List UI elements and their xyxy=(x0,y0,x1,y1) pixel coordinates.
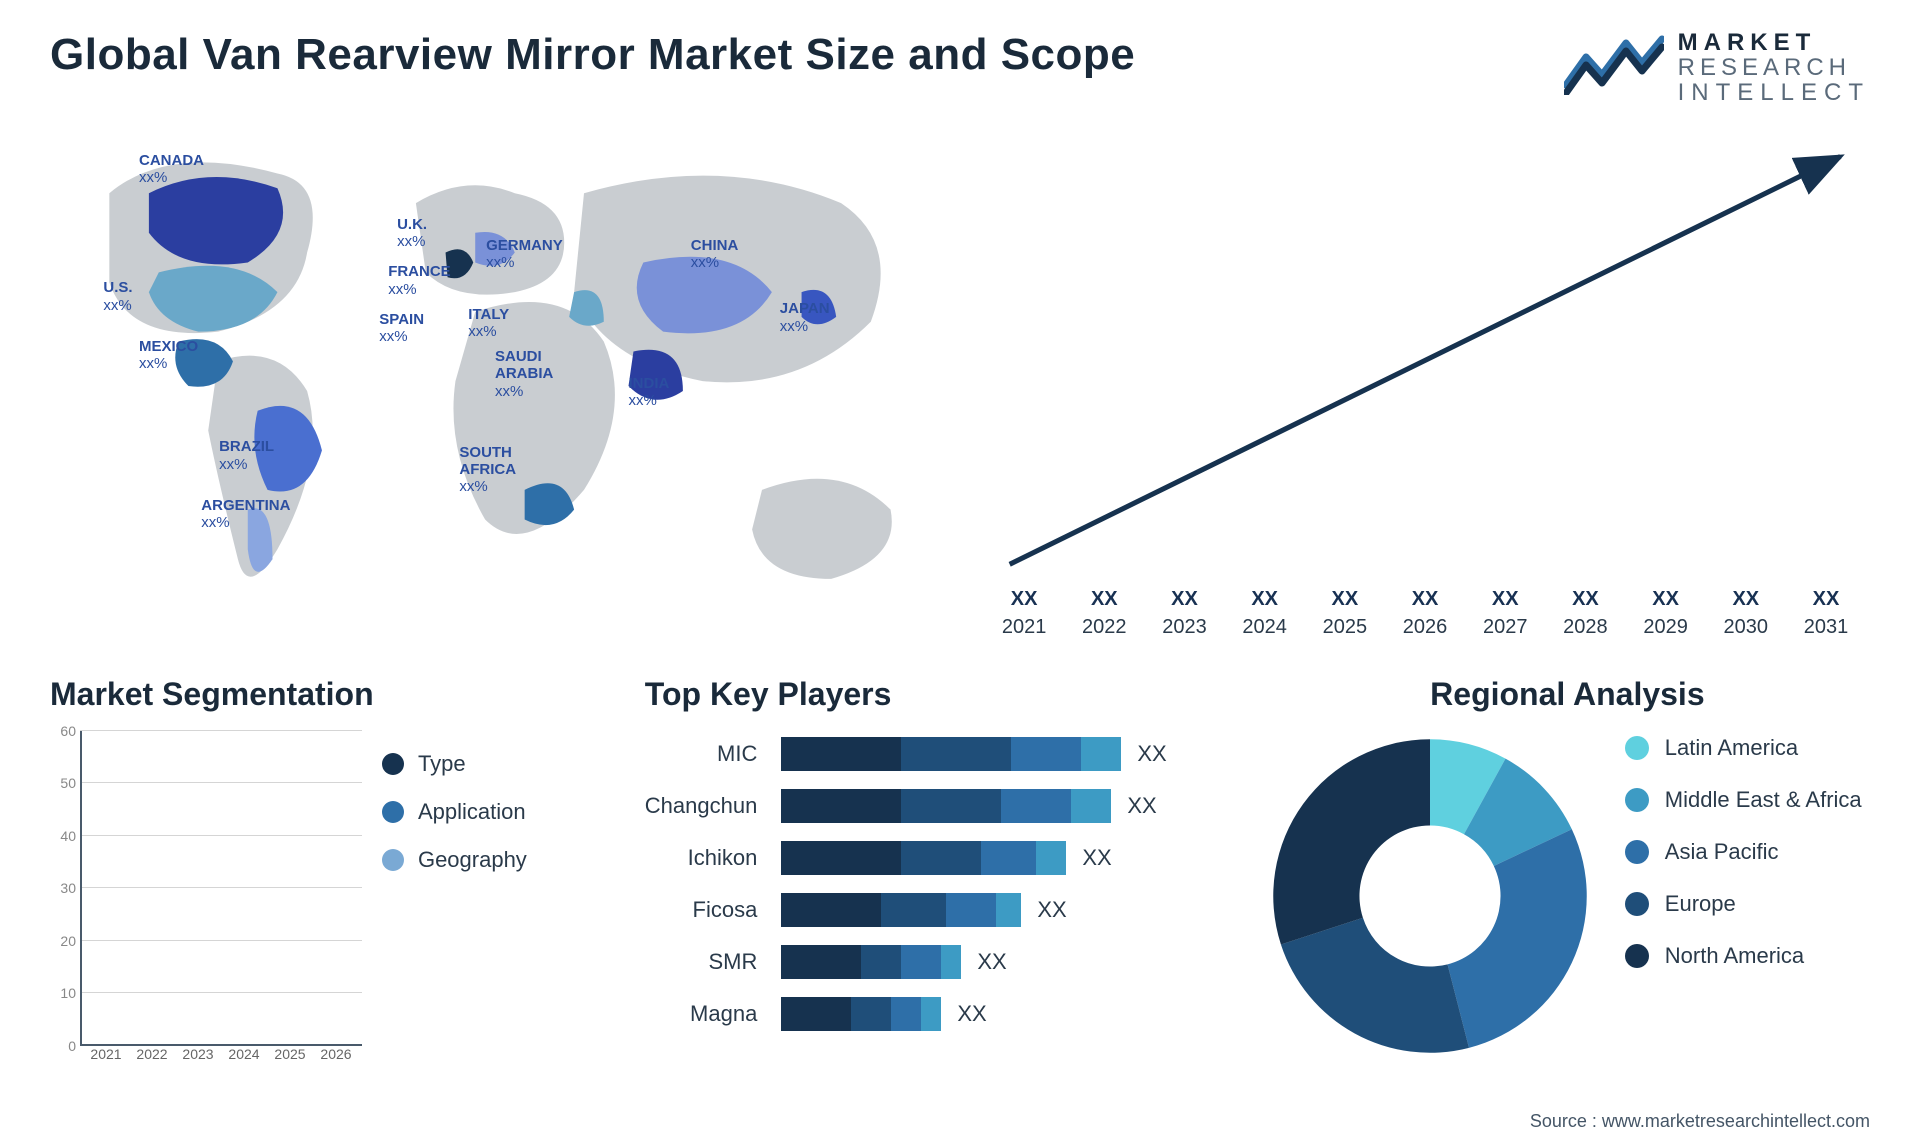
logo-text-3: INTELLECT xyxy=(1678,80,1870,105)
map-label: MEXICOxx% xyxy=(139,338,198,373)
growth-xlabel: 2022 xyxy=(1070,616,1138,656)
map-label: SAUDIARABIAxx% xyxy=(495,348,553,400)
logo-text-1: MARKET xyxy=(1678,30,1870,55)
map-label: INDIAxx% xyxy=(629,375,670,410)
kp-label: Magna xyxy=(690,997,757,1031)
growth-xlabel: 2028 xyxy=(1551,616,1619,656)
kp-label: Changchun xyxy=(645,789,758,823)
page-title: Global Van Rearview Mirror Market Size a… xyxy=(50,30,1135,80)
donut-slice xyxy=(1273,739,1430,944)
growth-xlabel: 2029 xyxy=(1632,616,1700,656)
seg-ytick: 10 xyxy=(60,985,76,1001)
growth-xlabel: 2023 xyxy=(1150,616,1218,656)
seg-ytick: 60 xyxy=(60,723,76,739)
map-label: CANADAxx% xyxy=(139,152,204,187)
map-label: JAPANxx% xyxy=(780,300,830,335)
map-label: SOUTHAFRICAxx% xyxy=(459,444,516,496)
seg-ytick: 20 xyxy=(60,933,76,949)
seg-ytick: 50 xyxy=(60,775,76,791)
seg-xlabel: 2026 xyxy=(316,1046,356,1076)
segmentation-legend: Type Application Geography xyxy=(382,731,605,1076)
regional-panel: Regional Analysis Latin America Middle Ea… xyxy=(1265,676,1870,1076)
map-label: BRAZILxx% xyxy=(219,438,274,473)
seg-ytick: 40 xyxy=(60,828,76,844)
map-label: FRANCExx% xyxy=(388,263,451,298)
kp-row: XX xyxy=(781,997,1224,1031)
kp-row: XX xyxy=(781,841,1224,875)
map-label: ITALYxx% xyxy=(468,306,509,341)
kp-row: XX xyxy=(781,789,1224,823)
world-map: CANADAxx% U.S.xx%MEXICOxx% BRAZILxx% ARGENT… xyxy=(50,126,940,656)
kp-label: Ficosa xyxy=(693,893,758,927)
key-players-bars: XX XX XX XX XX XX xyxy=(781,731,1224,1076)
regional-legend-item: North America xyxy=(1625,943,1862,969)
regional-legend-item: Latin America xyxy=(1625,735,1862,761)
segmentation-chart: 0102030405060 202120222023202420252026 xyxy=(50,731,362,1076)
key-players-title: Top Key Players xyxy=(645,676,1225,713)
regional-legend-item: Asia Pacific xyxy=(1625,839,1862,865)
kp-row: XX xyxy=(781,737,1224,771)
regional-donut xyxy=(1265,731,1595,1061)
seg-xlabel: 2022 xyxy=(132,1046,172,1076)
seg-legend-item: Geography xyxy=(382,847,605,873)
map-label: SPAINxx% xyxy=(379,311,424,346)
kp-row: XX xyxy=(781,945,1224,979)
key-players-panel: Top Key Players MIC Changchun Ichikon Ficos… xyxy=(645,676,1225,1076)
map-label: GERMANYxx% xyxy=(486,237,563,272)
map-label: U.K.xx% xyxy=(397,216,427,251)
growth-xlabel: 2021 xyxy=(990,616,1058,656)
source-line: Source : www.marketresearchintellect.com xyxy=(1530,1111,1870,1132)
map-label: U.S.xx% xyxy=(103,279,132,314)
segmentation-title: Market Segmentation xyxy=(50,676,605,713)
growth-chart: XXXXXXXXXXXXXXXXXXXXXX 20212022202320242… xyxy=(980,126,1870,656)
growth-xlabel: 2024 xyxy=(1231,616,1299,656)
seg-xlabel: 2024 xyxy=(224,1046,264,1076)
regional-legend: Latin America Middle East & Africa Asia Pa… xyxy=(1625,731,1862,969)
seg-ytick: 0 xyxy=(68,1038,76,1054)
kp-label: Ichikon xyxy=(688,841,758,875)
seg-ytick: 30 xyxy=(60,880,76,896)
donut-slice xyxy=(1281,917,1469,1052)
seg-xlabel: 2023 xyxy=(178,1046,218,1076)
regional-legend-item: Europe xyxy=(1625,891,1862,917)
map-label: CHINAxx% xyxy=(691,237,739,272)
regional-title: Regional Analysis xyxy=(1265,676,1870,713)
key-players-labels: MIC Changchun Ichikon Ficosa SMR Magna xyxy=(645,731,758,1076)
map-label: ARGENTINAxx% xyxy=(201,497,290,532)
growth-xlabel: 2030 xyxy=(1712,616,1780,656)
logo-icon xyxy=(1564,35,1664,100)
growth-xlabel: 2027 xyxy=(1471,616,1539,656)
logo-text-2: RESEARCH xyxy=(1678,55,1870,80)
growth-xlabel: 2025 xyxy=(1311,616,1379,656)
growth-xlabel: 2026 xyxy=(1391,616,1459,656)
donut-slice xyxy=(1447,829,1586,1048)
seg-legend-item: Application xyxy=(382,799,605,825)
brand-logo: MARKET RESEARCH INTELLECT xyxy=(1564,30,1870,106)
kp-row: XX xyxy=(781,893,1224,927)
segmentation-panel: Market Segmentation 0102030405060 202120… xyxy=(50,676,605,1076)
regional-legend-item: Middle East & Africa xyxy=(1625,787,1862,813)
kp-label: MIC xyxy=(717,737,757,771)
seg-legend-item: Type xyxy=(382,751,605,777)
kp-label: SMR xyxy=(708,945,757,979)
growth-xlabel: 2031 xyxy=(1792,616,1860,656)
seg-xlabel: 2025 xyxy=(270,1046,310,1076)
seg-xlabel: 2021 xyxy=(86,1046,126,1076)
